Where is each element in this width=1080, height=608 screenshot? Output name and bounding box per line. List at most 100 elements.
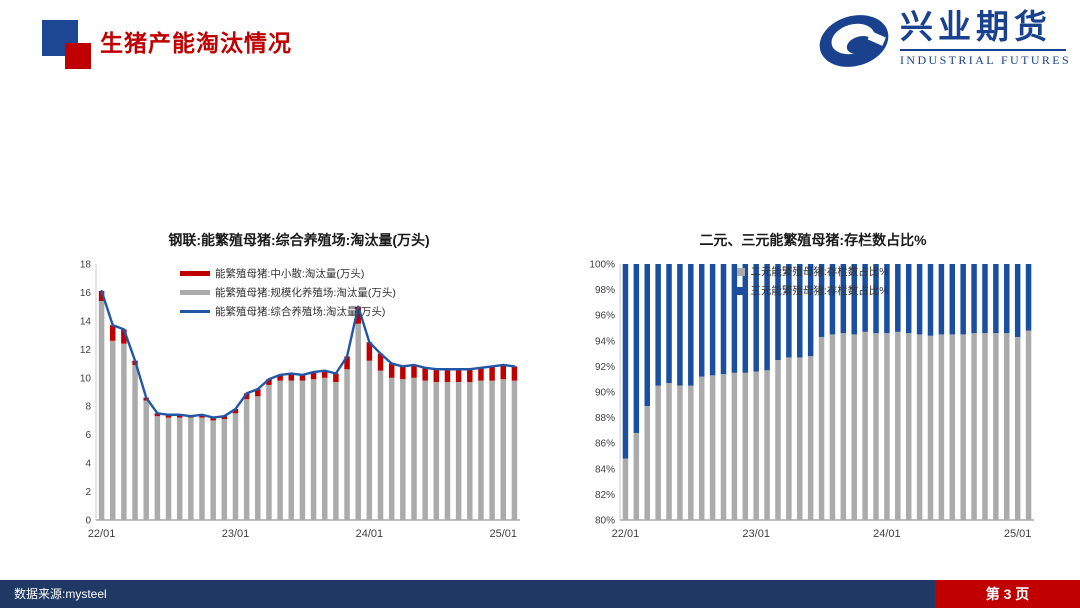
logo-text-block: 兴业期货 INDUSTRIAL FUTURES — [900, 8, 1069, 68]
bar-segment — [266, 384, 272, 520]
legend-item: 能繁殖母猪:综合养殖场:淘汰量(万头) — [180, 304, 385, 319]
bar-segment — [333, 373, 339, 383]
bar-segment — [916, 264, 923, 335]
bar-segment — [500, 364, 507, 380]
bar-segment — [753, 371, 759, 520]
left-chart-plot: 0 2 4 6 8 10 12 14 16 18 22/01 23/01 24/01 25/01 — [80, 260, 520, 540]
y-axis-tick-label: 98% — [595, 285, 615, 296]
legend-label: 能繁殖母猪:综合养殖场:淘汰量(万头) — [215, 306, 386, 318]
legend-marker — [180, 290, 210, 295]
bar-segment — [884, 264, 890, 334]
bar-segment — [199, 417, 205, 520]
legend-item: 能繁殖母猪:中小散:淘汰量(万头) — [180, 266, 364, 281]
y-axis-tick-label: 90% — [595, 388, 615, 399]
bar-segment — [927, 335, 934, 520]
bar-segment — [444, 369, 451, 383]
bar-segment — [851, 334, 857, 520]
line-series — [100, 289, 516, 419]
bar-segment — [344, 356, 350, 370]
swirl-globe-icon — [819, 15, 889, 67]
bar-segment — [188, 417, 194, 520]
bar-segment — [775, 360, 781, 520]
bar-segment — [1004, 264, 1010, 334]
bar-segment — [121, 329, 127, 344]
bar-segment — [709, 375, 716, 520]
y-axis-tick-label: 96% — [595, 311, 615, 322]
bar-segment — [720, 374, 727, 520]
bar-segment — [818, 336, 825, 520]
bar-segment — [511, 380, 518, 520]
bar-segment — [121, 343, 127, 520]
bar-segment — [1025, 264, 1032, 331]
y-axis-tick-label: 10 — [80, 373, 92, 384]
legend-label: 三元能繁殖母猪:存栏数占比% — [750, 285, 889, 297]
bar-segment — [344, 369, 350, 520]
left-chart-legend: 能繁殖母猪:中小散:淘汰量(万头) 能繁殖母猪:规模化养殖场:淘汰量(万头) 能繁殖… — [180, 266, 396, 319]
culling-volume-chart: 钢联:能繁殖母猪:综合养殖场:淘汰量(万头) 能繁殖母猪:中小散:淘汰量(万头)… — [68, 222, 530, 552]
right-chart-title: 二元、三元能繁殖母猪:存栏数占比% — [699, 232, 927, 248]
bar-segment — [818, 264, 825, 337]
bar-segment — [797, 264, 803, 358]
footer-bar: 数据来源:mysteel 第 3 页 — [0, 580, 1080, 608]
bar-segment — [949, 334, 956, 520]
bar-segment — [221, 419, 228, 520]
bar-segment — [993, 264, 999, 334]
bar-segment — [666, 383, 672, 520]
bar-segment — [655, 385, 661, 520]
bar-segment — [622, 264, 629, 459]
bar-segment — [411, 364, 417, 378]
bar-segment — [971, 333, 977, 520]
bar-segment — [1014, 336, 1021, 520]
bar-segment — [321, 377, 328, 520]
bar-segment — [905, 333, 912, 520]
bar-segment — [807, 356, 814, 520]
bar-segment — [266, 379, 272, 385]
bar-segment — [377, 353, 384, 371]
bar-segment — [165, 417, 172, 520]
bar-segment — [698, 376, 705, 520]
bar-segment — [333, 382, 339, 520]
y-axis-tick-label: 94% — [595, 336, 615, 347]
bar-segment — [109, 325, 116, 341]
bar-segment — [840, 264, 847, 334]
bar-segment — [644, 406, 650, 520]
x-axis-tick-label: 23/01 — [742, 528, 770, 540]
bar-segment — [388, 377, 395, 520]
bar-segment — [895, 264, 901, 332]
right-chart-plot: 80% 82% 84% 86% 88% 90% 92% 94% 96% 98% 100% 22/01 2… — [589, 260, 1034, 540]
header-red-square — [65, 43, 91, 69]
bar-segment — [688, 385, 694, 520]
bar-segment — [764, 264, 770, 371]
bar-segment — [840, 333, 847, 520]
bar-segment — [366, 342, 373, 361]
bar-segment — [455, 382, 462, 520]
bar-segment — [210, 420, 216, 520]
legend-item: 能繁殖母猪:规模化养殖场:淘汰量(万头) — [180, 285, 396, 300]
bar-segment — [232, 409, 239, 414]
y-axis-tick-label: 4 — [85, 459, 91, 470]
bar-segment — [255, 389, 261, 397]
bar-segment — [422, 380, 428, 520]
bar-segment — [255, 396, 261, 520]
bar-segment — [644, 264, 650, 407]
bar-segment — [489, 380, 495, 520]
bar-segment — [731, 264, 738, 373]
bar-segment — [132, 364, 138, 520]
right-chart-legend: 二元能繁殖母猪:存栏数占比% 三元能繁殖母猪:存栏数占比% — [582, 264, 1044, 298]
bar-segment — [938, 264, 945, 335]
bar-segment — [764, 370, 770, 520]
company-logo: 兴业期货 INDUSTRIAL FUTURES — [816, 8, 1069, 72]
bar-segment — [633, 432, 640, 520]
bar-segment — [622, 458, 629, 520]
bar-segment — [862, 331, 868, 520]
bar-segment — [433, 369, 440, 383]
bar-segment — [873, 264, 879, 334]
bar-segment — [786, 264, 792, 358]
x-axis-tick-label: 24/01 — [873, 528, 901, 540]
x-axis-tick-label: 23/01 — [222, 528, 250, 540]
bar-segment — [98, 300, 105, 520]
bar-segment — [633, 264, 640, 433]
bar-segment — [938, 334, 945, 520]
bar-segment — [927, 264, 934, 336]
bar-segment — [154, 416, 161, 520]
